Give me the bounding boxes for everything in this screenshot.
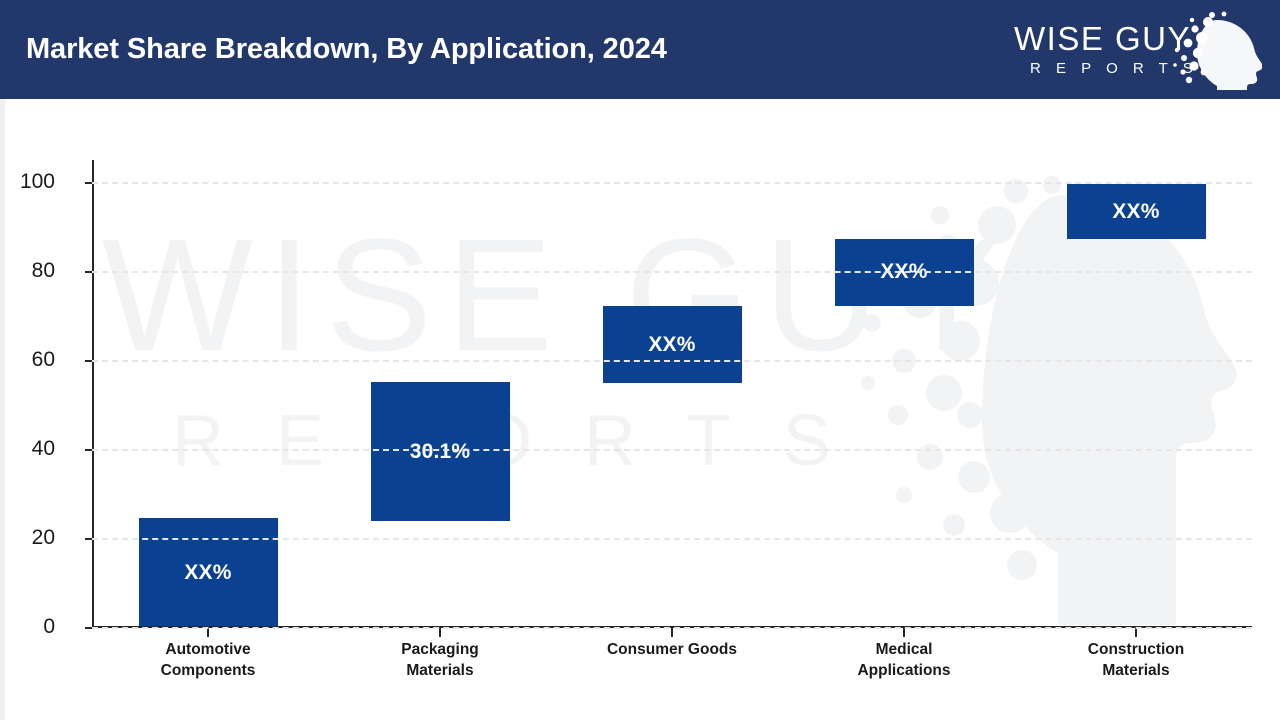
y-tick-mark xyxy=(85,271,92,274)
y-tick-mark xyxy=(85,182,92,185)
x-tick-label-1: Automotive Components xyxy=(160,641,256,679)
y-axis-line xyxy=(92,160,94,628)
y-tick-label: 20 xyxy=(31,526,55,550)
gridline xyxy=(92,360,1252,363)
gridline xyxy=(92,271,1252,274)
wise-guy-reports-logo: WISE GUY R E P O R T S xyxy=(1012,10,1262,90)
x-tick-mark xyxy=(1135,628,1137,637)
head-profile-icon xyxy=(1173,11,1262,90)
plot-area: 0 20 40 60 80 100 XX% 30.1% XX% XX% XX% xyxy=(20,160,1252,638)
gridline xyxy=(92,538,1252,541)
y-tick-mark xyxy=(85,627,92,629)
x-tick-mark xyxy=(207,628,209,637)
logo-line2-text: R E P O R T S xyxy=(1030,60,1198,77)
y-tick-mark xyxy=(85,360,92,363)
x-tick-label-5: Construction Materials xyxy=(1087,641,1185,679)
gridline xyxy=(92,182,1252,185)
y-tick-label: 40 xyxy=(31,437,55,461)
left-border-strip xyxy=(0,99,5,720)
x-tick-label-3: Consumer Goods xyxy=(606,641,738,658)
y-tick-label: 60 xyxy=(31,348,55,372)
x-tick-label-2: Packaging Materials xyxy=(401,641,479,679)
y-tick-label: 80 xyxy=(31,259,55,283)
y-tick-label: 100 xyxy=(19,170,55,194)
page-header: Market Share Breakdown, By Application, … xyxy=(0,0,1280,99)
x-tick-mark xyxy=(671,628,673,637)
x-tick-mark xyxy=(439,628,441,637)
bar-3[interactable]: XX% xyxy=(602,305,742,384)
page-title: Market Share Breakdown, By Application, … xyxy=(26,32,667,65)
y-axis-group: 0 20 40 60 80 100 xyxy=(20,160,1252,638)
y-tick-label: 0 xyxy=(43,615,55,638)
x-tick-label-4: Medical Applications xyxy=(857,641,951,679)
y-tick-mark xyxy=(85,449,92,452)
x-tick-mark xyxy=(903,628,905,637)
gridline xyxy=(92,449,1252,452)
gridline xyxy=(92,627,1252,629)
logo-line1-text: WISE GUY xyxy=(1014,20,1191,57)
y-tick-mark xyxy=(85,538,92,541)
